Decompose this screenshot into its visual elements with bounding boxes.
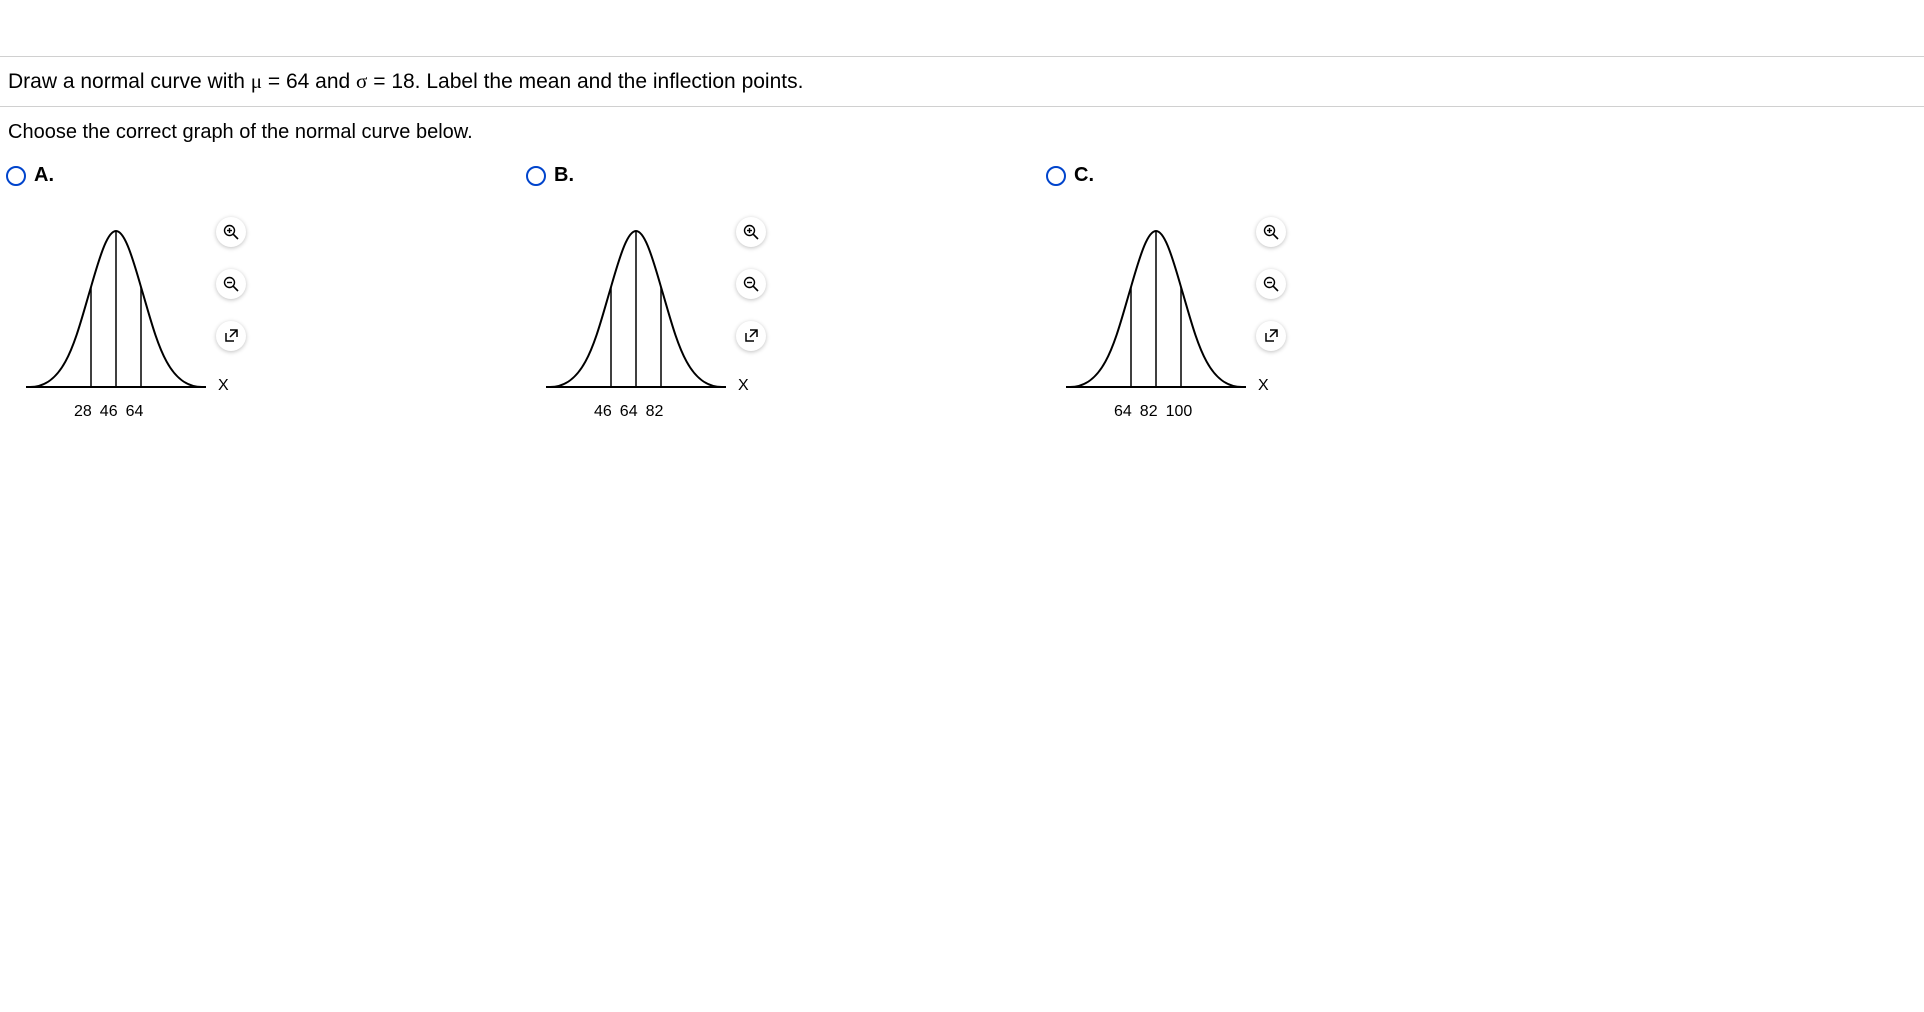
- mu-value: = 64: [268, 70, 309, 93]
- normal-curve-b: [546, 217, 726, 397]
- graph-toolbar-b: [736, 217, 766, 351]
- option-a: A. 28 46 64 X: [6, 164, 526, 421]
- tick-a-2: 64: [126, 403, 144, 421]
- tick-labels-c: 64 82 100: [1066, 403, 1266, 421]
- normal-curve-c: [1066, 217, 1246, 397]
- popout-icon: [1263, 328, 1279, 344]
- zoom-out-button[interactable]: [1256, 269, 1286, 299]
- axis-label-x-a: X: [218, 377, 229, 395]
- normal-curve-a: [26, 217, 206, 397]
- zoom-in-icon: [743, 224, 759, 240]
- popout-button[interactable]: [736, 321, 766, 351]
- radio-a[interactable]: [6, 166, 26, 186]
- popout-icon: [223, 328, 239, 344]
- question-prefix: Draw a normal curve with: [8, 70, 251, 93]
- zoom-in-button[interactable]: [736, 217, 766, 247]
- radio-b[interactable]: [526, 166, 546, 186]
- zoom-in-button[interactable]: [1256, 217, 1286, 247]
- options-row: A. 28 46 64 X: [0, 164, 1924, 421]
- zoom-in-button[interactable]: [216, 217, 246, 247]
- option-header: B.: [526, 164, 1046, 187]
- graph-toolbar-c: [1256, 217, 1286, 351]
- zoom-out-button[interactable]: [736, 269, 766, 299]
- graph-c: 64 82 100 X: [1066, 217, 1266, 421]
- tick-c-2: 100: [1166, 403, 1193, 421]
- question-text: Draw a normal curve with μ = 64 and σ = …: [0, 57, 1924, 107]
- popout-button[interactable]: [1256, 321, 1286, 351]
- radio-c[interactable]: [1046, 166, 1066, 186]
- option-b-label: B.: [554, 164, 574, 187]
- tick-b-0: 46: [594, 403, 612, 421]
- zoom-in-icon: [223, 224, 239, 240]
- option-c-label: C.: [1074, 164, 1094, 187]
- sigma-value: = 18.: [373, 70, 420, 93]
- zoom-out-icon: [1263, 276, 1279, 292]
- sigma-symbol: σ: [356, 69, 367, 93]
- graph-a: 28 46 64 X: [26, 217, 226, 421]
- popout-icon: [743, 328, 759, 344]
- graph-b: 46 64 82 X: [546, 217, 746, 421]
- tick-labels-a: 28 46 64: [26, 403, 226, 421]
- option-header: C.: [1046, 164, 1566, 187]
- question-and: and: [309, 70, 356, 93]
- option-b: B. 46 64 82 X: [526, 164, 1046, 421]
- option-a-label: A.: [34, 164, 54, 187]
- graph-toolbar-a: [216, 217, 246, 351]
- tick-a-1: 46: [100, 403, 118, 421]
- tick-c-1: 82: [1140, 403, 1158, 421]
- tick-c-0: 64: [1114, 403, 1132, 421]
- instruction-text: Choose the correct graph of the normal c…: [0, 107, 1924, 164]
- axis-label-x-c: X: [1258, 377, 1269, 395]
- option-c: C. 64 82 100 X: [1046, 164, 1566, 421]
- popout-button[interactable]: [216, 321, 246, 351]
- tick-a-0: 28: [74, 403, 92, 421]
- tick-b-1: 64: [620, 403, 638, 421]
- tick-b-2: 82: [646, 403, 664, 421]
- zoom-out-button[interactable]: [216, 269, 246, 299]
- mu-symbol: μ: [251, 69, 262, 93]
- question-suffix: Label the mean and the inflection points…: [421, 70, 804, 93]
- tick-labels-b: 46 64 82: [546, 403, 746, 421]
- zoom-out-icon: [743, 276, 759, 292]
- zoom-out-icon: [223, 276, 239, 292]
- zoom-in-icon: [1263, 224, 1279, 240]
- option-header: A.: [6, 164, 526, 187]
- axis-label-x-b: X: [738, 377, 749, 395]
